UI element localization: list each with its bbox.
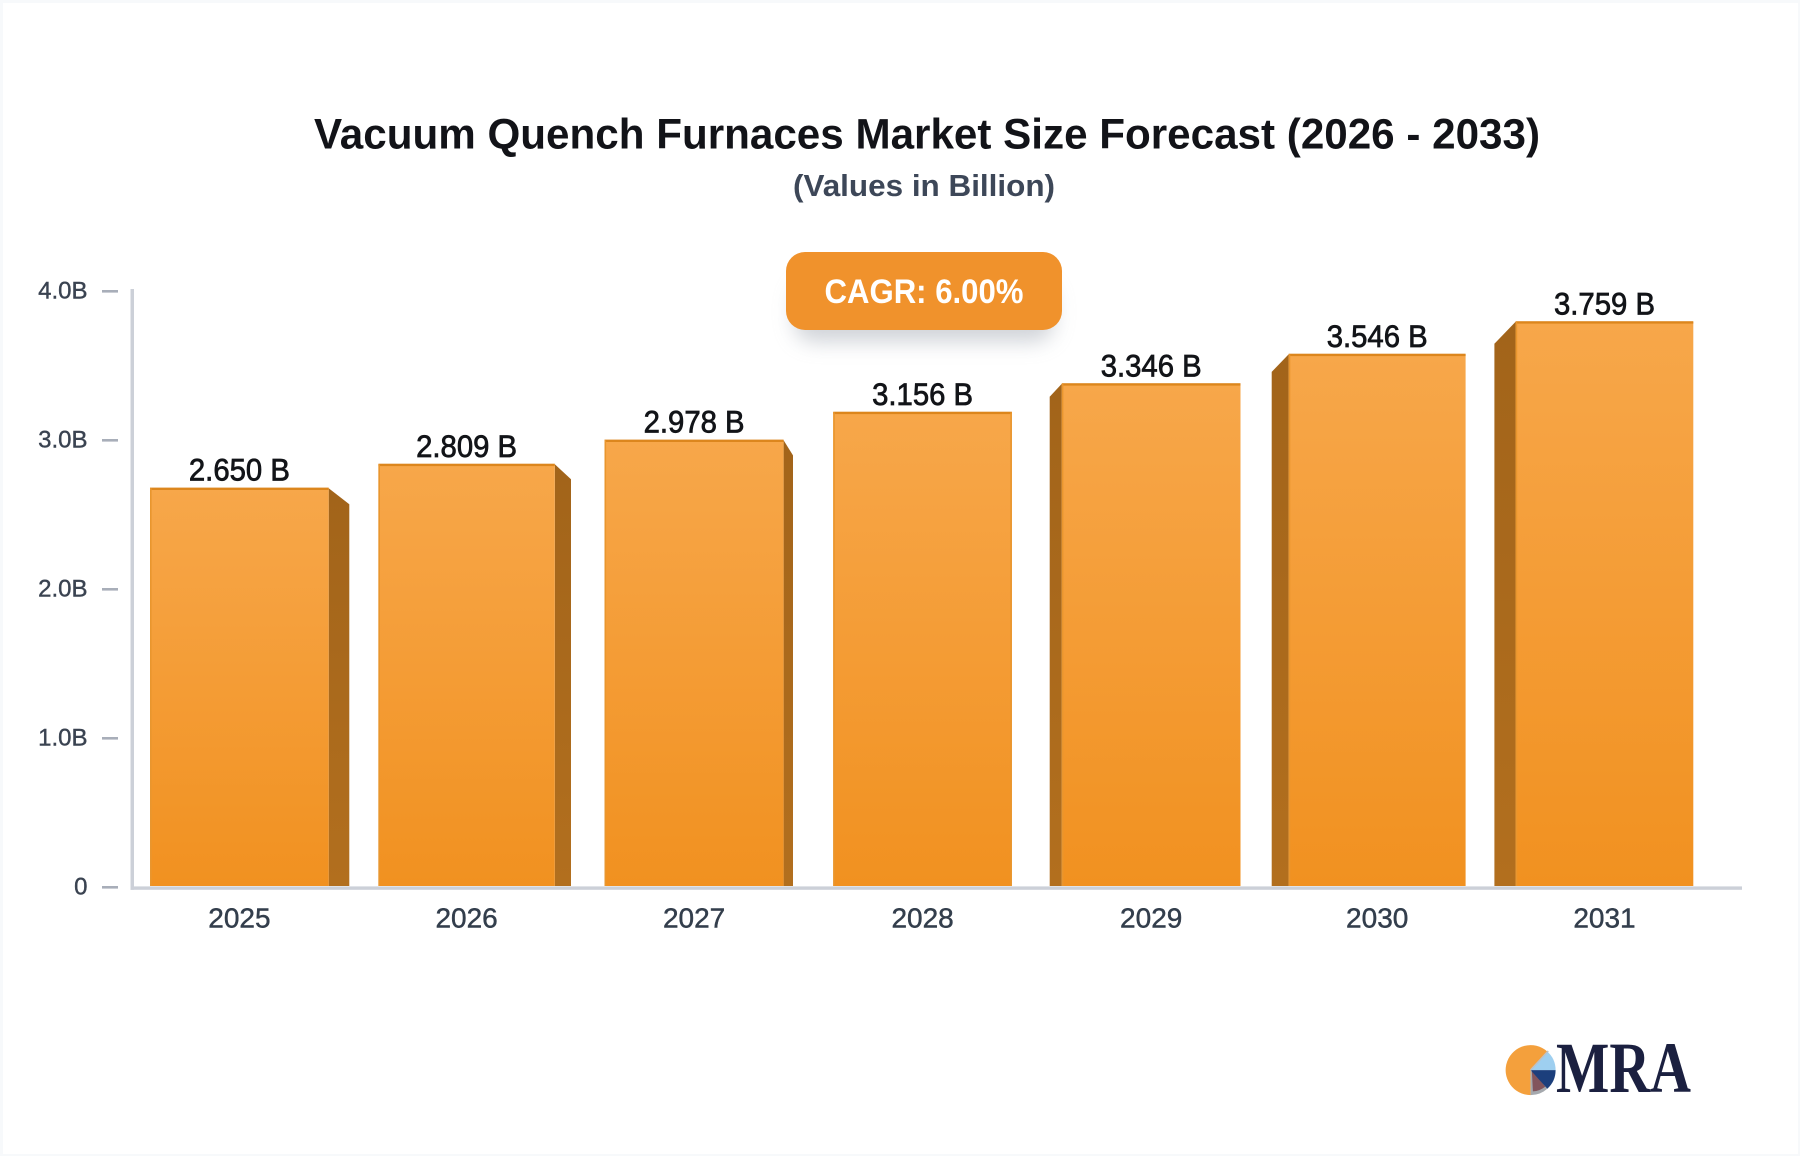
svg-text:1.0B: 1.0B: [38, 725, 87, 752]
svg-text:2027: 2027: [663, 902, 725, 933]
svg-text:2.978 B: 2.978 B: [644, 404, 745, 440]
svg-text:0: 0: [74, 874, 87, 901]
svg-text:3.156 B: 3.156 B: [872, 376, 973, 412]
svg-text:3.546 B: 3.546 B: [1327, 318, 1428, 354]
svg-text:3.0B: 3.0B: [38, 427, 87, 454]
svg-text:Vacuum Quench Furnaces Market: Vacuum Quench Furnaces Market Size Forec…: [314, 111, 1540, 159]
svg-text:2028: 2028: [891, 902, 953, 933]
svg-text:3.346 B: 3.346 B: [1101, 347, 1202, 383]
svg-text:2.650 B: 2.650 B: [189, 452, 290, 488]
svg-text:(Values in Billion): (Values in Billion): [793, 168, 1055, 203]
svg-text:3.759 B: 3.759 B: [1554, 285, 1655, 321]
svg-text:2031: 2031: [1573, 902, 1635, 933]
svg-text:2029: 2029: [1120, 902, 1182, 933]
svg-text:2.0B: 2.0B: [38, 576, 87, 603]
svg-text:MRA: MRA: [1556, 1028, 1691, 1108]
svg-text:2025: 2025: [208, 902, 270, 933]
svg-text:CAGR: 6.00%: CAGR: 6.00%: [825, 273, 1024, 311]
svg-text:2.809 B: 2.809 B: [416, 428, 517, 464]
svg-text:2026: 2026: [435, 902, 497, 933]
svg-text:4.0B: 4.0B: [38, 278, 87, 305]
svg-text:2030: 2030: [1346, 902, 1408, 933]
